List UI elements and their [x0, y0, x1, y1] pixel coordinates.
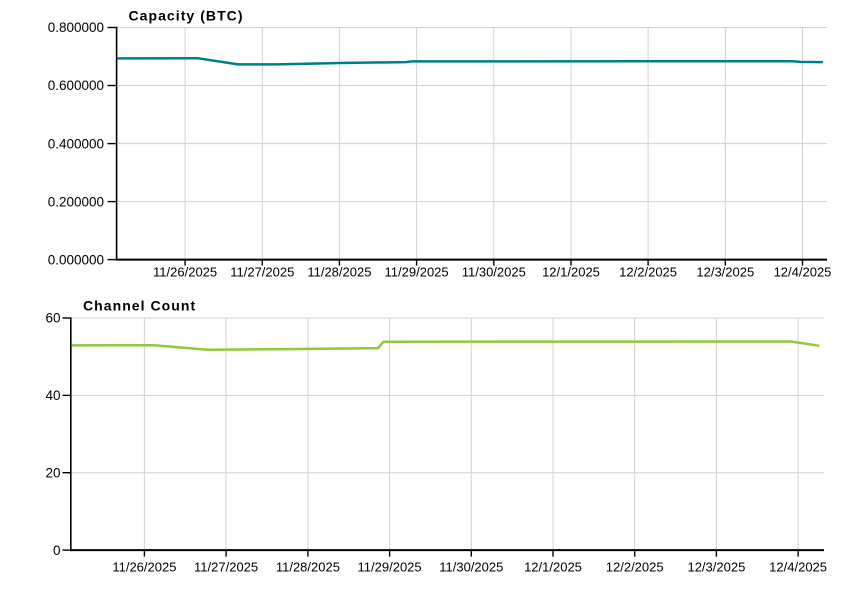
svg-text:11/27/2025: 11/27/2025 [194, 559, 258, 574]
svg-text:11/26/2025: 11/26/2025 [153, 265, 217, 280]
svg-text:11/28/2025: 11/28/2025 [307, 265, 371, 280]
svg-text:11/29/2025: 11/29/2025 [385, 265, 449, 280]
svg-text:11/29/2025: 11/29/2025 [358, 559, 422, 574]
svg-text:Capacity (BTC): Capacity (BTC) [129, 7, 244, 23]
svg-text:12/3/2025: 12/3/2025 [687, 559, 745, 574]
svg-text:12/4/2025: 12/4/2025 [774, 265, 832, 280]
svg-text:0.200000: 0.200000 [48, 194, 104, 209]
svg-text:0.000000: 0.000000 [48, 252, 104, 267]
svg-text:0: 0 [53, 543, 61, 558]
svg-text:11/30/2025: 11/30/2025 [439, 559, 503, 574]
svg-text:12/1/2025: 12/1/2025 [542, 265, 600, 280]
svg-text:12/3/2025: 12/3/2025 [696, 265, 754, 280]
svg-text:11/26/2025: 11/26/2025 [112, 559, 176, 574]
svg-text:Channel Count: Channel Count [83, 297, 196, 313]
svg-text:11/30/2025: 11/30/2025 [462, 265, 526, 280]
svg-text:12/2/2025: 12/2/2025 [606, 559, 664, 574]
svg-text:11/27/2025: 11/27/2025 [230, 265, 294, 280]
svg-text:0.800000: 0.800000 [48, 20, 104, 35]
svg-text:11/28/2025: 11/28/2025 [276, 559, 340, 574]
svg-text:40: 40 [45, 388, 60, 403]
svg-text:12/1/2025: 12/1/2025 [524, 559, 582, 574]
svg-text:60: 60 [45, 311, 60, 326]
svg-text:0.600000: 0.600000 [48, 78, 104, 93]
svg-text:0.400000: 0.400000 [48, 136, 104, 151]
svg-text:12/4/2025: 12/4/2025 [769, 559, 827, 574]
svg-text:20: 20 [45, 465, 60, 480]
svg-text:12/2/2025: 12/2/2025 [619, 265, 677, 280]
